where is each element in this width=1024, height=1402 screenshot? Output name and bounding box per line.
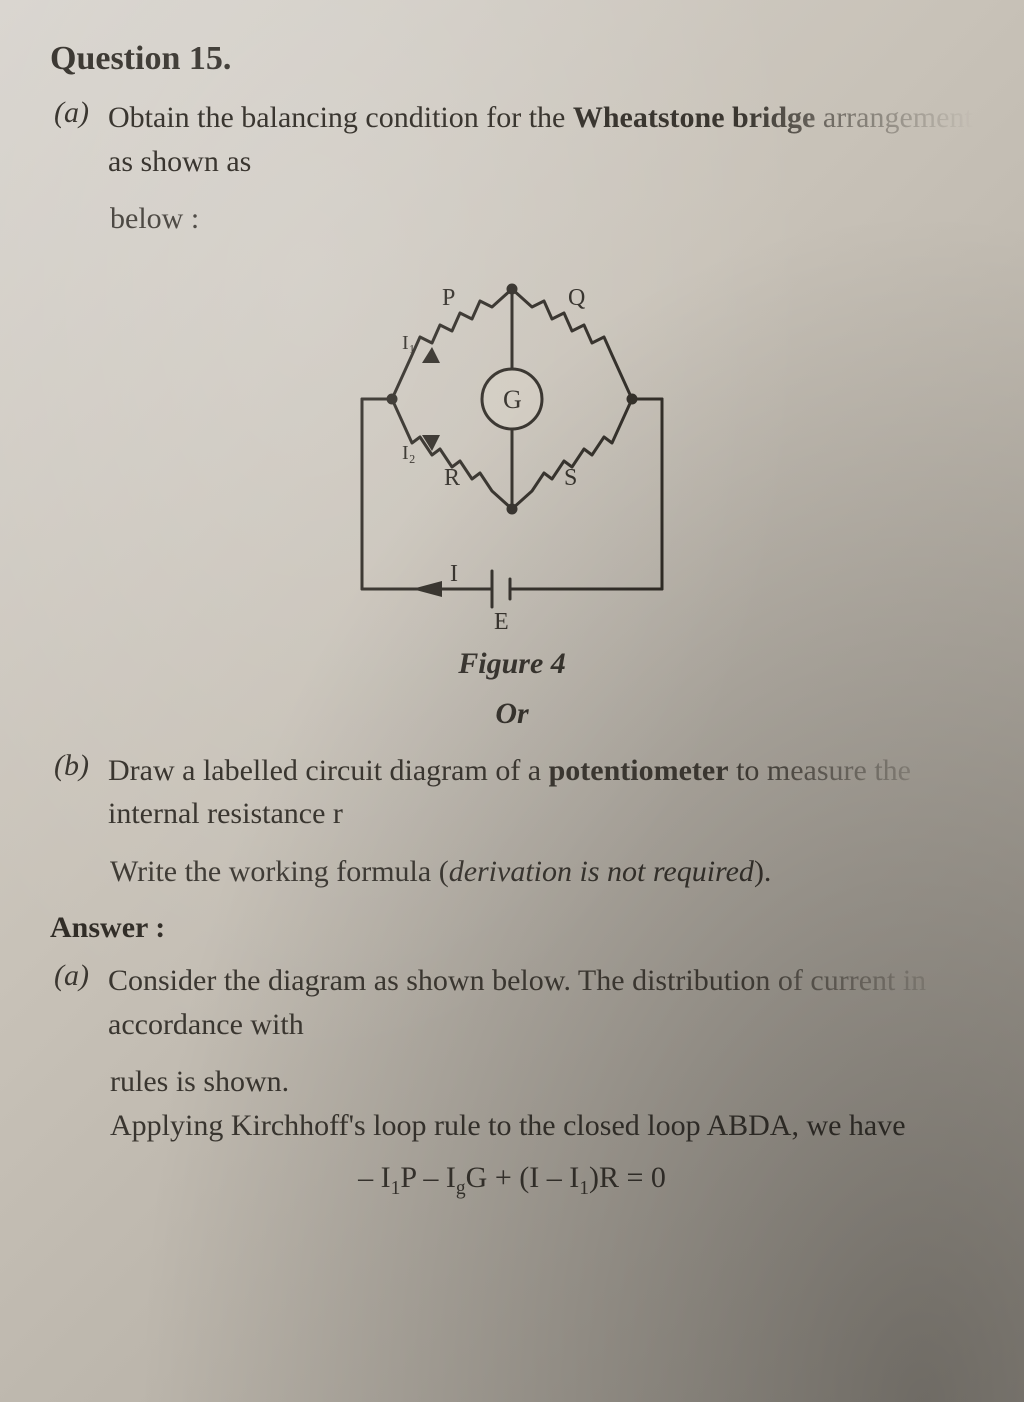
label-I: I xyxy=(450,561,458,587)
question-heading: Question 15. xyxy=(50,40,974,78)
circuit-diagram-container: P Q R S G I I₁ I₂ E xyxy=(50,259,974,639)
answer-heading: Answer : xyxy=(50,911,974,945)
part-a-seg1: Obtain the balancing condition for the xyxy=(108,101,573,134)
part-a-label: (a) xyxy=(50,96,108,130)
part-a-line2: below : xyxy=(110,197,974,241)
answer-a-line3: Applying Kirchhoff's loop rule to the cl… xyxy=(110,1104,974,1148)
answer-a-line1: Consider the diagram as shown below. The… xyxy=(108,959,974,1046)
pb2-ital: derivation is not required xyxy=(449,855,754,888)
label-E: E xyxy=(494,609,509,635)
label-P: P xyxy=(442,285,455,311)
label-Q: Q xyxy=(568,285,585,311)
loop-equation: – I1P – IgG + (I – I1)R = 0 xyxy=(50,1161,974,1200)
label-I1: I₁ xyxy=(402,332,416,354)
part-a-text: Obtain the balancing condition for the W… xyxy=(108,96,974,183)
wheatstone-bridge-diagram: P Q R S G I I₁ I₂ E xyxy=(302,259,722,639)
figure-caption: Figure 4 xyxy=(50,647,974,681)
pb2-post: ). xyxy=(754,855,772,888)
part-a: (a) Obtain the balancing condition for t… xyxy=(50,96,974,183)
answer-a: (a) Consider the diagram as shown below.… xyxy=(50,959,974,1046)
label-I2: I₂ xyxy=(402,442,416,464)
part-b-seg1: Draw a labelled circuit diagram of a xyxy=(108,754,549,787)
part-b-label: (b) xyxy=(50,749,108,783)
answer-a-line2: rules is shown. xyxy=(110,1060,974,1104)
label-S: S xyxy=(564,465,577,491)
part-b: (b) Draw a labelled circuit diagram of a… xyxy=(50,749,974,836)
part-b-text: Draw a labelled circuit diagram of a pot… xyxy=(108,749,974,836)
part-b-bold: potentiometer xyxy=(549,754,729,787)
pb2-pre: Write the working formula ( xyxy=(110,855,449,888)
part-b-line2: Write the working formula (derivation is… xyxy=(110,850,974,894)
answer-a-label: (a) xyxy=(50,959,108,993)
label-R: R xyxy=(444,465,460,491)
part-a-bold: Wheatstone bridge xyxy=(573,101,816,134)
label-G: G xyxy=(503,385,522,414)
or-divider: Or xyxy=(50,697,974,731)
